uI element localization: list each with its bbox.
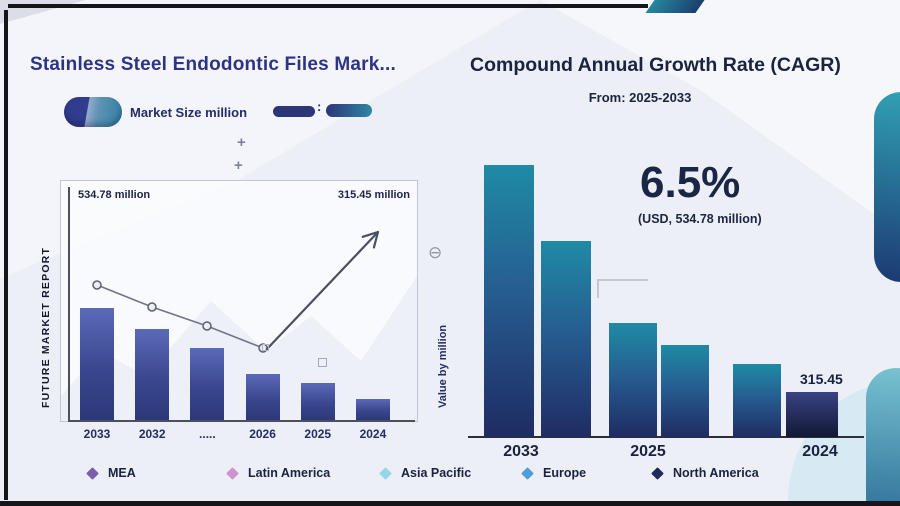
plus-icon: + — [237, 134, 246, 151]
right-x-label-2033: 2033 — [503, 443, 539, 460]
frame-line-left — [4, 10, 8, 500]
frame-line-top — [8, 4, 648, 8]
legend-marker — [226, 466, 239, 480]
legend-item-latin-america: Latin America — [226, 466, 331, 480]
square-decoration — [262, 344, 269, 351]
legend-pill-gradient — [326, 104, 372, 117]
left-chart-title: Stainless Steel Endodontic Files Mark... — [30, 54, 396, 75]
left-bar-2024 — [355, 399, 390, 420]
left-x-label: 2025 — [304, 427, 332, 441]
legend-item-europe: Europe — [521, 466, 587, 480]
left-x-label: 2032 — [138, 427, 166, 441]
legend-label: Asia Pacific — [401, 466, 472, 480]
legend-item-north-america: North America — [651, 466, 759, 480]
left-annotation-end: 315.45 million — [337, 189, 410, 201]
cagr-caption: (USD, 534.78 million) — [638, 212, 762, 226]
right-bar-3 — [661, 345, 709, 437]
left-annotation-start: 534.78 million — [78, 189, 151, 201]
market-size-legend-label: Market Size million — [130, 105, 248, 120]
minus-circle-icon: ⊖ — [428, 243, 443, 262]
left-x-labels: 2033 2032..... 2026 2025 2024 — [80, 427, 390, 441]
right-bar-4 — [733, 364, 781, 437]
right-bar-annotation: 315.45 — [800, 371, 843, 387]
right-bar-5 — [786, 392, 838, 437]
frame-line-bottom — [0, 501, 900, 506]
left-x-label: 2026 — [249, 427, 276, 441]
legend-label: MEA — [108, 466, 136, 480]
left-y-axis — [68, 187, 70, 421]
step-line-decoration — [597, 279, 648, 298]
right-bar-1 — [541, 241, 591, 437]
legend-label: Europe — [543, 466, 587, 480]
right-x-axis — [468, 436, 864, 438]
legend-pill-separator: : — [317, 99, 322, 114]
legend-marker — [651, 466, 664, 480]
left-x-label: ..... — [199, 427, 216, 441]
legend-item-mea: MEA — [86, 466, 136, 480]
legend-label: Latin America — [248, 466, 331, 480]
left-x-axis — [68, 420, 415, 422]
left-x-label: 2033 — [83, 427, 111, 441]
teal-ribbon-decoration — [874, 92, 900, 282]
right-bar-2 — [609, 323, 657, 437]
square-decoration — [318, 358, 327, 367]
right-bar-0 — [484, 165, 534, 437]
legend-marker — [379, 466, 392, 480]
left-bar-2026 — [245, 374, 280, 420]
right-chart-title: Compound Annual Growth Rate (CAGR) — [470, 54, 841, 76]
legend-item-asia-pacific: Asia Pacific — [379, 466, 472, 480]
left-x-label: 2024 — [359, 427, 387, 441]
left-bar-2025 — [300, 383, 335, 420]
right-chart-subtitle: From: 2025-2033 — [588, 90, 692, 105]
legend-pill-solid — [273, 106, 315, 117]
right-x-label-2024: 2024 — [802, 443, 838, 460]
left-bar-..... — [190, 348, 225, 420]
plus-icon: + — [234, 157, 243, 174]
teal-ribbon-decoration — [866, 368, 900, 506]
legend-marker — [521, 466, 534, 480]
legend-marker — [86, 466, 99, 480]
legend-label: North America — [673, 466, 759, 480]
market-size-capsule-icon — [64, 97, 122, 127]
right-x-label-2025: 2025 — [630, 443, 666, 460]
cagr-value: 6.5% — [640, 158, 741, 207]
